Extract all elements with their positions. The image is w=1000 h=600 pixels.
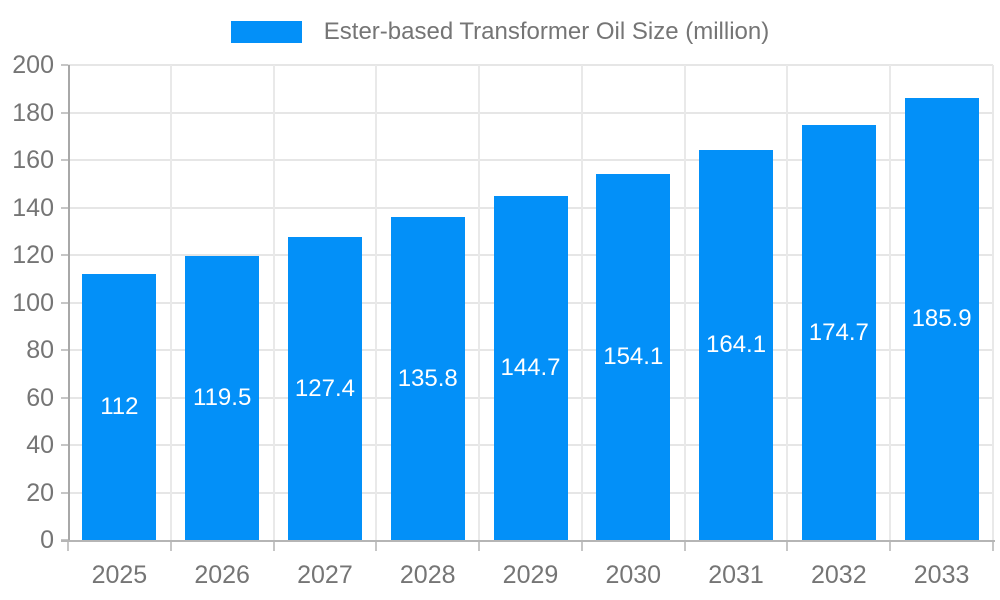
- gridline-vertical: [375, 65, 378, 540]
- legend-label: Ester-based Transformer Oil Size (millio…: [323, 18, 770, 45]
- legend-marker-swatch: [230, 21, 302, 43]
- bar-2029[interactable]: 144.7: [493, 196, 568, 540]
- y-axis-label: 80: [26, 336, 54, 364]
- bar-2033[interactable]: 185.9: [904, 98, 979, 540]
- bar-2028[interactable]: 135.8: [390, 217, 465, 540]
- gridline-horizontal: [68, 159, 993, 161]
- y-axis-label: 120: [12, 241, 54, 269]
- y-axis-tick: [61, 159, 68, 161]
- x-axis-label: 2033: [913, 561, 970, 589]
- gridline-vertical: [683, 65, 686, 540]
- x-axis-tick: [786, 542, 789, 551]
- x-axis-tick: [169, 542, 172, 551]
- bar-value-label: 154.1: [603, 342, 664, 370]
- x-axis-label: 2026: [194, 561, 250, 589]
- y-axis-tick: [61, 444, 68, 446]
- gridline-vertical: [992, 65, 994, 540]
- gridline-vertical: [889, 65, 892, 540]
- y-axis-label: 0: [40, 526, 54, 554]
- y-axis-label: 180: [12, 98, 54, 127]
- bar-value-label: 135.8: [397, 364, 458, 392]
- bar-value-label: 185.9: [911, 305, 972, 333]
- x-axis-tick: [580, 542, 583, 551]
- x-axis-label: 2028: [399, 561, 456, 589]
- x-axis-tick: [992, 542, 994, 551]
- gridline-horizontal: [68, 64, 993, 66]
- bar-2031[interactable]: 164.1: [699, 150, 774, 540]
- bar-value-label: 127.4: [294, 374, 355, 402]
- y-axis-line: [68, 65, 70, 542]
- y-axis-label: 20: [26, 478, 54, 507]
- x-axis-tick: [375, 542, 378, 551]
- x-axis-label: 2025: [91, 561, 148, 589]
- bar-2030[interactable]: 154.1: [596, 174, 671, 540]
- bar-value-label: 164.1: [706, 331, 767, 359]
- bar-value-label: 174.7: [808, 318, 869, 346]
- y-axis-tick: [61, 349, 68, 351]
- y-axis-tick: [61, 491, 68, 494]
- y-axis-tick: [61, 301, 68, 304]
- x-axis-line: [61, 540, 995, 542]
- y-axis-label: 200: [12, 51, 54, 79]
- y-axis-label: 40: [26, 431, 54, 459]
- bar-value-label: 112: [100, 393, 139, 420]
- gridline-vertical: [478, 65, 481, 540]
- x-axis-label: 2029: [502, 561, 559, 589]
- y-axis-label: 100: [12, 288, 54, 317]
- y-axis-label: 160: [12, 146, 54, 174]
- gridline-vertical: [169, 65, 172, 540]
- x-axis-label: 2031: [708, 561, 764, 589]
- y-axis-tick: [61, 396, 68, 399]
- y-axis-label: 140: [12, 193, 54, 222]
- gridline-vertical: [272, 65, 275, 540]
- y-axis-tick: [61, 111, 68, 114]
- x-axis-tick: [889, 542, 892, 551]
- x-axis-tick: [683, 542, 686, 551]
- x-axis-label: 2032: [811, 561, 867, 589]
- gridline-vertical: [786, 65, 789, 540]
- bar-value-label: 144.7: [500, 354, 561, 382]
- y-axis-tick: [61, 254, 68, 256]
- x-axis-label: 2030: [605, 561, 662, 589]
- bar-2027[interactable]: 127.4: [287, 237, 362, 540]
- y-axis-tick: [61, 206, 68, 209]
- x-axis-tick: [272, 542, 275, 551]
- x-axis-label: 2027: [297, 561, 353, 589]
- bar-value-label: 119.5: [193, 384, 252, 412]
- y-axis-tick: [61, 64, 68, 66]
- x-axis-tick: [67, 542, 69, 551]
- x-axis-tick: [478, 542, 481, 551]
- gridline-vertical: [580, 65, 583, 540]
- legend: Ester-based Transformer Oil Size (millio…: [0, 17, 1000, 47]
- bar-2026[interactable]: 119.5: [185, 256, 260, 540]
- y-axis-label: 60: [26, 383, 54, 412]
- gridline-horizontal: [68, 111, 993, 114]
- bar-2032[interactable]: 174.7: [801, 125, 876, 540]
- bar-2025[interactable]: 112: [82, 274, 157, 540]
- plot-area: 112 119.5 127.4 135.8 144.7 154.1 164.1 174.7 18…: [61, 64, 995, 551]
